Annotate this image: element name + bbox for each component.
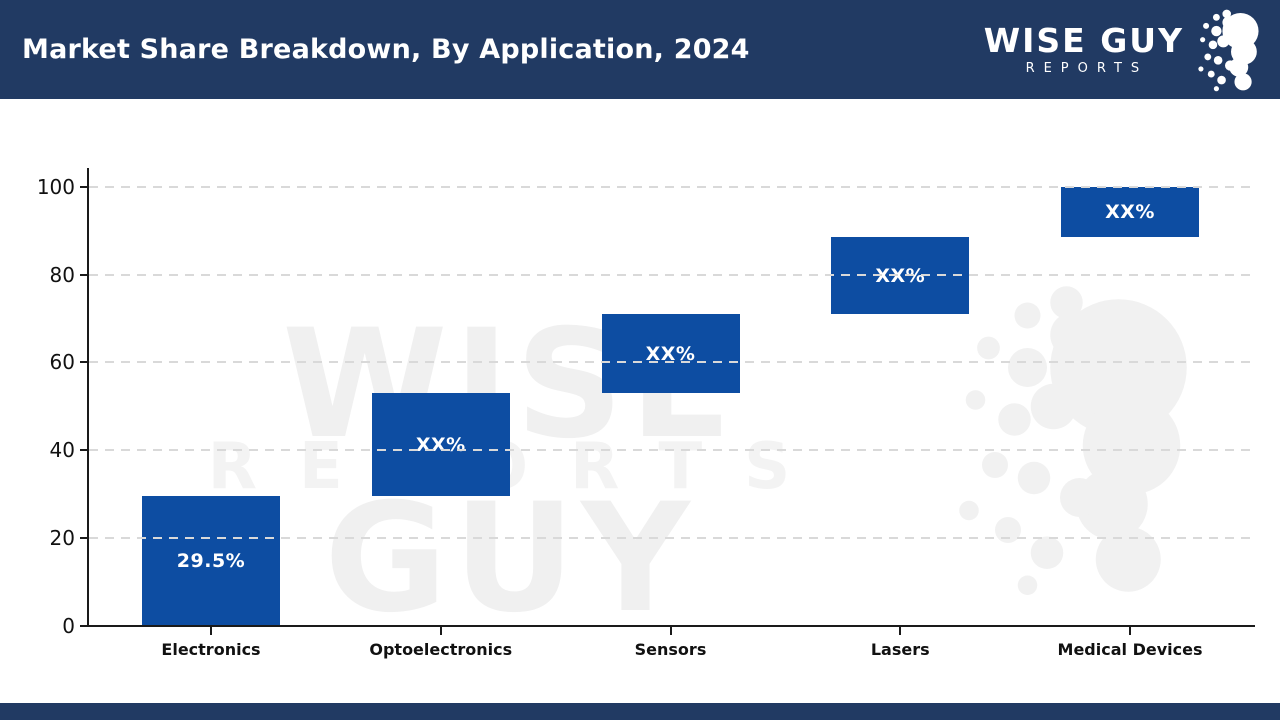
watermark-face-icon [959,286,1187,595]
y-tick-mark [80,625,88,627]
wiseguy-face-icon [1198,9,1259,91]
gridline-60 [89,361,1253,364]
x-tick-label-optoelectronics: Optoelectronics [369,640,513,659]
gridline-80 [89,273,1253,276]
x-tick-label-medical-devices: Medical Devices [1057,640,1203,659]
x-tick-mark [899,627,902,635]
wiseguy-logo-text: WISE GUY REPORTS [984,24,1184,75]
y-tick-label: 0 [62,614,75,638]
x-tick-mark [210,627,212,635]
gridline-100 [89,185,1253,188]
x-tick-label-electronics: Electronics [161,640,261,659]
y-axis-spine [87,168,89,627]
footer-bar [0,703,1280,720]
y-tick-mark [80,449,88,452]
bar-electronics: 29.5% [142,496,280,626]
x-axis-spine [87,625,1255,627]
y-tick-label: 60 [49,350,75,375]
y-tick-label: 80 [49,262,75,287]
wiseguy-logo: WISE GUY REPORTS [984,7,1280,93]
x-tick-mark [1129,627,1131,635]
bar-value-label: XX% [875,264,926,287]
y-tick-label: 20 [49,526,75,551]
bar-value-label: XX% [645,342,696,365]
wiseguy-logo-subtitle: REPORTS [1025,61,1149,76]
y-tick-mark [80,185,88,188]
bar-value-label: XX% [1105,201,1155,224]
gridline-40 [89,449,1253,452]
y-tick-mark [80,537,88,540]
y-tick-mark [80,273,88,276]
chart-region: WISE GUY REPORTS 29.5% XX% XX% XX% XX% 0 20 40 6… [0,99,1280,703]
header-bar: Market Share Breakdown, By Application, … [0,0,1280,99]
bar-optoelectronics: XX% [371,393,510,497]
bar-lasers: XX% [831,237,970,315]
gridline-20 [89,537,1253,540]
bar-value-label: XX% [415,433,466,456]
x-tick-mark [439,627,442,635]
bar-medical-devices: XX% [1061,186,1199,238]
page-title: Market Share Breakdown, By Application, … [22,34,750,65]
bar-value-label: 29.5% [176,550,246,573]
y-tick-mark [80,361,88,364]
y-tick-label: 40 [49,438,75,463]
bar-sensors: XX% [601,314,740,394]
x-tick-label-lasers: Lasers [870,640,930,659]
x-tick-label-sensors: Sensors [634,640,707,659]
wiseguy-logo-name: WISE GUY [983,21,1184,60]
y-tick-label: 100 [36,174,75,199]
x-tick-mark [669,627,672,635]
